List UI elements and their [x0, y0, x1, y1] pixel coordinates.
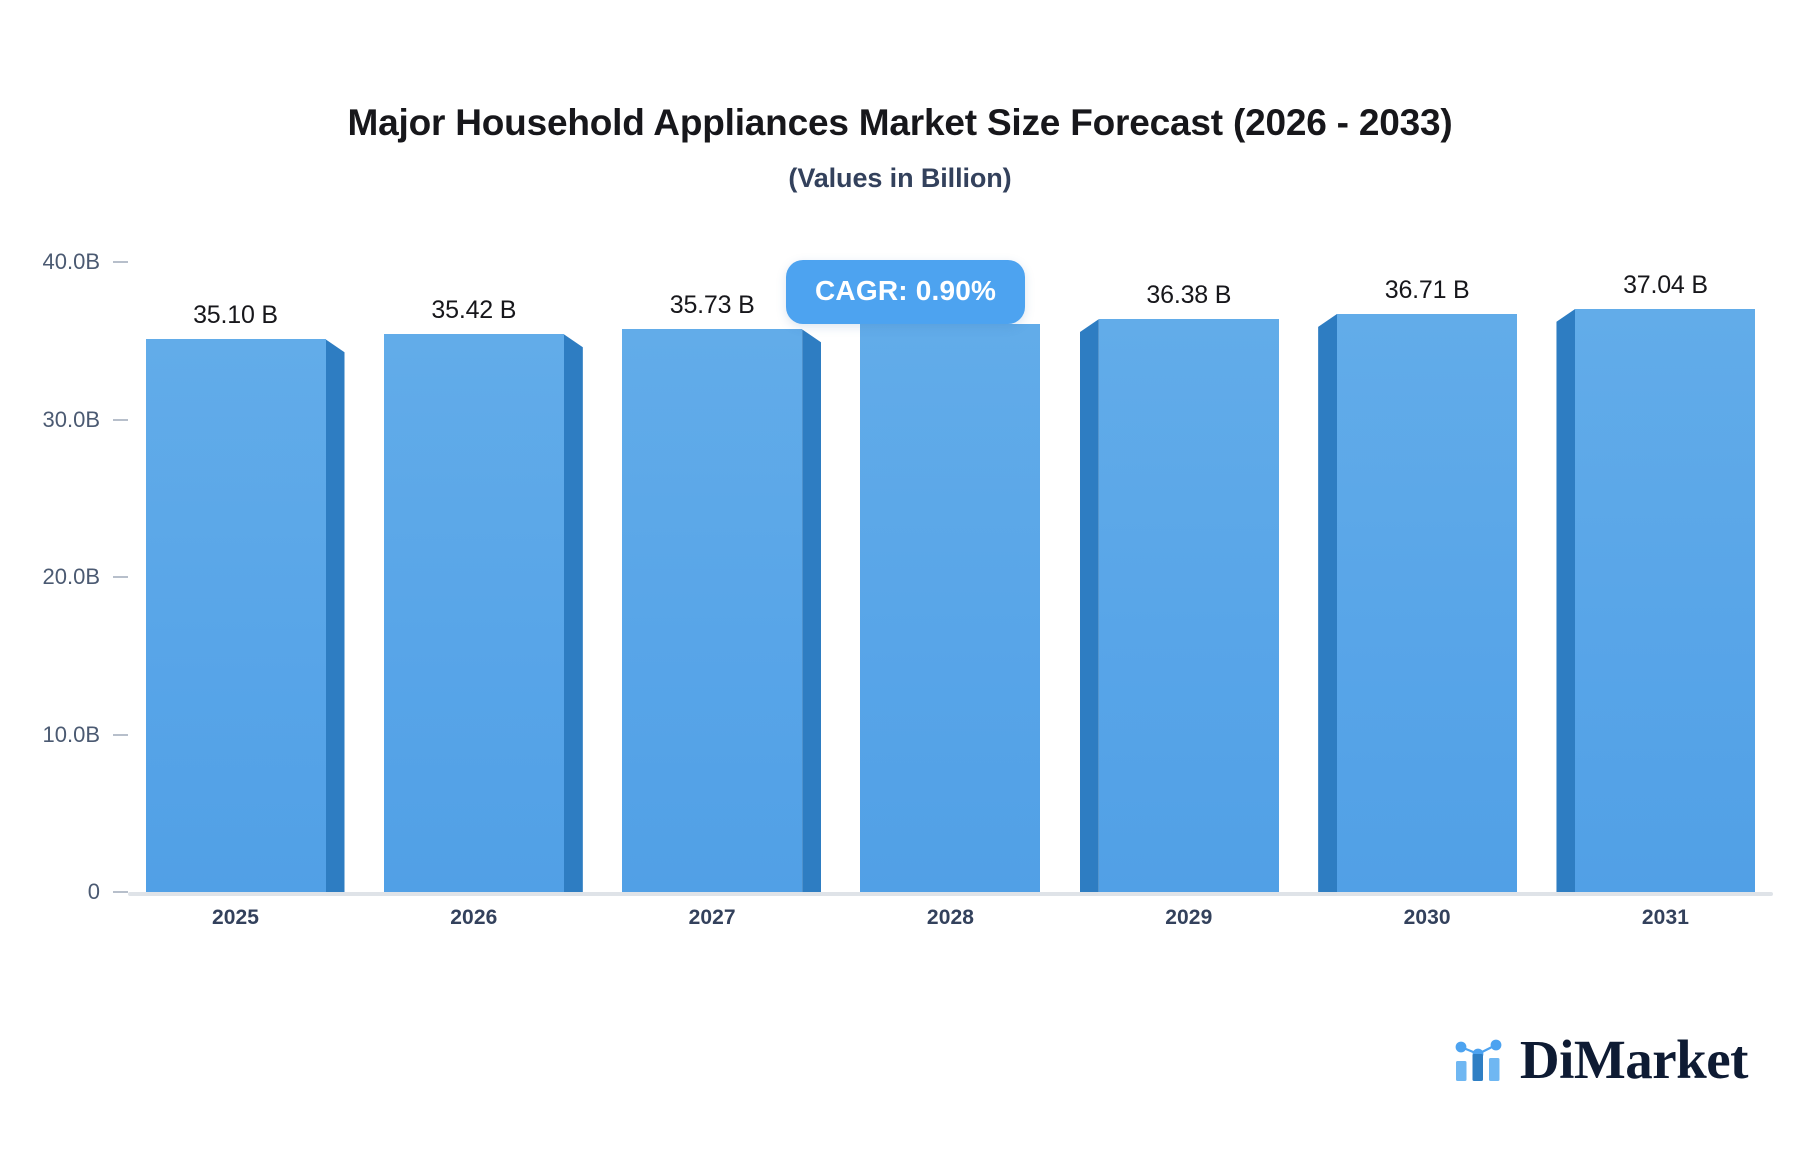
chart-subtitle: (Values in Billion)	[788, 163, 1012, 194]
y-tick-dash-icon	[113, 576, 128, 578]
y-tick-label: 0	[87, 879, 100, 904]
bar-value-label: 35.10 B	[193, 301, 278, 330]
y-axis: 40.0B 30.0B 20.0B 10.0B 0	[0, 249, 128, 904]
page-title: Major Household Appliances Market Size F…	[347, 102, 1453, 143]
bar-value-label: 35.42 B	[431, 296, 517, 325]
bar-slot-2026[interactable]: 35.42 B	[366, 262, 583, 892]
x-tick-label-2025: 2025	[211, 906, 260, 929]
bar-slot-2030[interactable]: 36.71 B	[1318, 262, 1535, 892]
x-tick-label-2026: 2026	[450, 906, 498, 929]
y-tick-dash-icon	[113, 418, 128, 421]
bar-line-chart-icon	[1455, 1039, 1502, 1081]
bar-2025[interactable]	[145, 339, 326, 892]
bar-side-face	[325, 339, 345, 892]
y-tick-30: 30.0B	[42, 406, 128, 432]
x-axis: 2025 2026 2027 2028 2029 2030 2031	[128, 906, 1773, 930]
bar-slot-2028[interactable]: 36.06 B	[843, 262, 1058, 892]
y-tick-20: 20.0B	[42, 564, 128, 589]
bar-side-face	[563, 334, 583, 892]
bar-2030[interactable]	[1337, 313, 1518, 892]
bar-slot-2029[interactable]: 36.38 B	[1079, 262, 1296, 892]
logo-text: DiMarket	[1519, 1029, 1749, 1090]
bar-value-label: 35.73 B	[669, 291, 755, 320]
bar-side-face	[1556, 308, 1576, 892]
plot-area: 40.0B 30.0B 20.0B 10.0B 0	[0, 249, 1800, 904]
y-tick-label: 30.0B	[42, 406, 101, 432]
y-tick-dash-icon	[113, 891, 128, 893]
bar-2028[interactable]	[860, 324, 1041, 892]
bar-slot-2031[interactable]: 37.04 B	[1556, 262, 1773, 892]
logo: DiMarket	[1452, 1029, 1749, 1090]
x-axis-baseline	[128, 892, 1773, 896]
bar-side-face	[1318, 313, 1338, 892]
y-tick-40: 40.0B	[42, 249, 128, 274]
bar-2029[interactable]	[1098, 319, 1279, 892]
bar-series: 35.10 B 35.42 B 35.73 B	[128, 262, 1773, 892]
y-tick-label: 20.0B	[42, 564, 101, 589]
y-tick-label: 10.0B	[42, 721, 101, 747]
bar-2031[interactable]	[1575, 308, 1756, 892]
cagr-badge-label: CAGR: 0.90%	[815, 275, 997, 306]
y-tick-10: 10.0B	[42, 721, 128, 747]
cagr-badge: CAGR: 0.90%	[786, 260, 1026, 324]
bar-2026[interactable]	[383, 334, 564, 892]
bar-value-label: 37.04 B	[1623, 270, 1708, 299]
y-tick-dash-icon	[113, 261, 128, 263]
y-tick-dash-icon	[113, 733, 128, 736]
bar-value-label: 36.38 B	[1146, 281, 1232, 310]
x-tick-label-2029: 2029	[1165, 906, 1213, 929]
chart-header: Major Household Appliances Market Size F…	[0, 100, 1800, 194]
x-tick-label-2030: 2030	[1403, 906, 1451, 929]
bar-value-label: 36.71 B	[1384, 275, 1470, 304]
bar-side-face	[802, 329, 822, 892]
bar-side-face	[1079, 319, 1099, 892]
y-tick-label: 40.0B	[42, 249, 101, 274]
x-tick-label-2027: 2027	[688, 906, 736, 929]
x-tick-label-2031: 2031	[1641, 906, 1690, 929]
bar-2027[interactable]	[622, 329, 803, 892]
y-tick-0: 0	[87, 879, 128, 904]
bar-slot-2027[interactable]: 35.73 B	[605, 262, 822, 892]
x-tick-label-2028: 2028	[926, 906, 975, 929]
bar-slot-2025[interactable]: 35.10 B	[128, 262, 345, 892]
